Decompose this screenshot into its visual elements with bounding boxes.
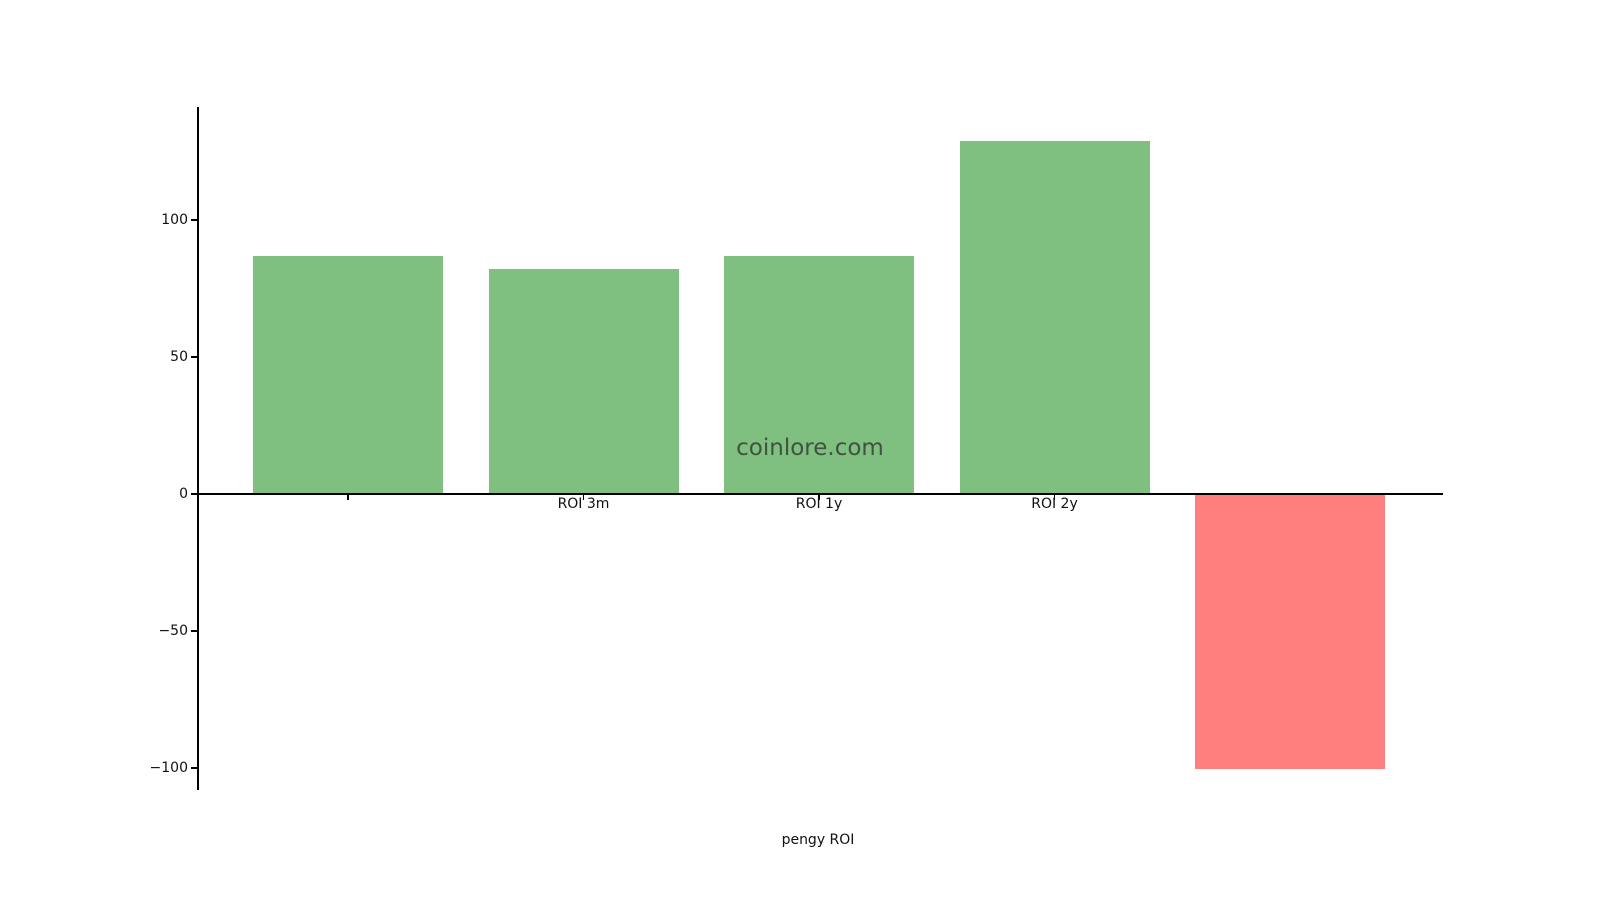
x-tick-mark bbox=[582, 494, 585, 500]
x-tick-label: ROI 1y bbox=[795, 496, 843, 512]
y-tick-label: 0 bbox=[179, 486, 188, 502]
x-tick-mark bbox=[818, 494, 820, 500]
x-tick-mark bbox=[1053, 494, 1056, 500]
x-tick-mark bbox=[347, 494, 349, 500]
y-tick-mark bbox=[191, 493, 198, 495]
watermark-text: coinlore.com bbox=[736, 435, 884, 461]
bar-positive bbox=[488, 269, 679, 494]
y-tick-label: −100 bbox=[149, 760, 188, 776]
y-tick-label: 50 bbox=[170, 349, 188, 365]
x-tick-label: ROI 2y bbox=[1031, 496, 1078, 512]
bar-positive bbox=[959, 140, 1150, 494]
x-axis-title: pengy ROI bbox=[781, 832, 855, 848]
y-tick-label: −50 bbox=[158, 623, 188, 639]
y-tick-mark bbox=[191, 630, 198, 632]
x-axis-zero-line bbox=[197, 493, 1443, 495]
y-tick-mark bbox=[191, 356, 198, 358]
x-tick-label: ROI 3m bbox=[557, 496, 610, 512]
bar-positive bbox=[253, 255, 443, 494]
bar-negative bbox=[1195, 494, 1385, 769]
bar-positive bbox=[724, 255, 914, 494]
y-tick-label: 100 bbox=[161, 212, 188, 228]
y-tick-mark bbox=[191, 767, 198, 769]
x-tick-label bbox=[273, 496, 423, 513]
y-tick-mark bbox=[191, 219, 198, 221]
y-axis-spine bbox=[197, 107, 199, 790]
x-tick-label bbox=[1215, 496, 1365, 513]
